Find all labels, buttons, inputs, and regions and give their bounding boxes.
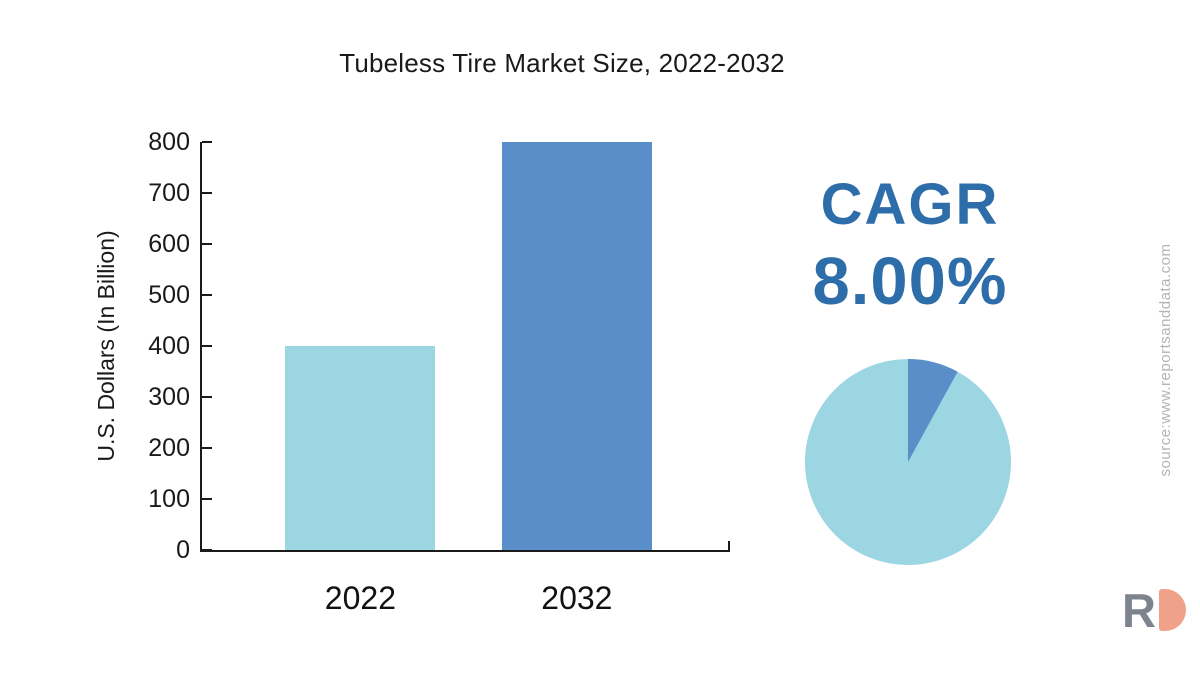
y-tick-mark [202, 192, 212, 194]
y-tick-mark [202, 549, 212, 551]
bar-plot-area: 0 100 200 300 400 500 600 700 800 2022 2032 [148, 129, 730, 616]
y-tick-label: 800 [148, 128, 190, 156]
y-tick-mark [202, 447, 212, 449]
bar-2022 [285, 346, 436, 550]
cagr-value: 8.00% [812, 244, 1008, 319]
y-tick-label: 600 [148, 230, 190, 258]
y-tick-label: 300 [148, 383, 190, 411]
logo-d-shape-icon [1158, 589, 1186, 631]
chart-title: Tubeless Tire Market Size, 2022-2032 [339, 48, 785, 78]
pie-chart [805, 359, 1011, 565]
y-tick-mark [202, 243, 212, 245]
y-tick-label: 100 [148, 485, 190, 513]
y-tick-mark [202, 141, 212, 143]
y-tick-mark [202, 345, 212, 347]
pie-cagr-slice [908, 359, 958, 462]
logo-letter-r: R [1122, 583, 1156, 637]
y-tick-label: 0 [176, 536, 190, 564]
brand-logo: R [1122, 583, 1186, 637]
y-tick-label: 700 [148, 179, 190, 207]
source-watermark: source:www.reportsanddata.com [1157, 243, 1174, 477]
y-axis-title: U.S. Dollars (In Billion) [93, 230, 119, 462]
bar-2032 [501, 142, 652, 550]
y-tick-mark [202, 294, 212, 296]
cagr-label: CAGR [820, 172, 1000, 237]
y-tick-label: 200 [148, 434, 190, 462]
y-tick-mark [202, 498, 212, 500]
x-tick-label: 2032 [541, 580, 613, 616]
x-axis-end-tick [728, 541, 730, 550]
y-tick-mark [202, 396, 212, 398]
y-tick-label: 400 [148, 332, 190, 360]
cagr-block: CAGR 8.00% [756, 172, 1064, 319]
x-tick-label: 2022 [324, 580, 396, 616]
y-tick-label: 500 [148, 281, 190, 309]
